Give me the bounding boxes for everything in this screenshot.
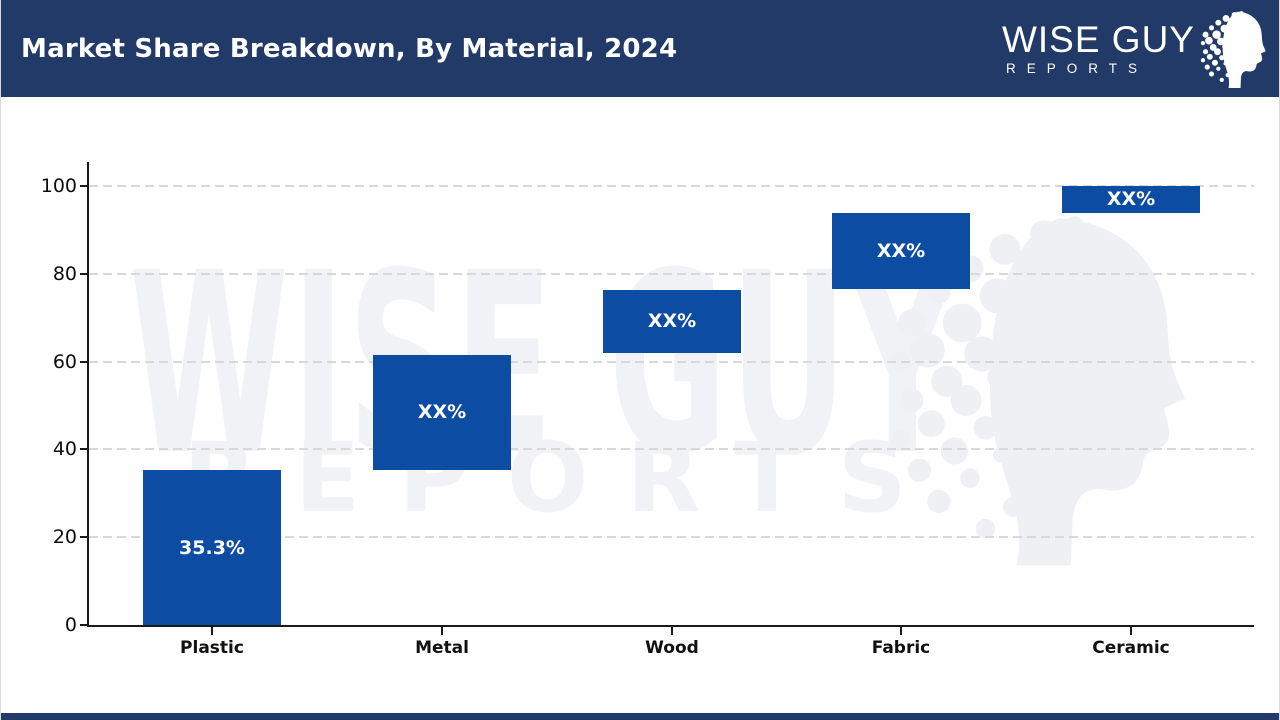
y-tick-mark (80, 536, 88, 539)
y-tick-mark (80, 185, 88, 187)
wiseguy-logo: WISE GUY REPORTS (1002, 9, 1267, 88)
y-axis-tick-label: 100 (40, 175, 77, 197)
bar-plastic: 35.3% (143, 470, 281, 625)
bar-value-label: XX% (876, 239, 926, 262)
bar-fabric: XX% (832, 212, 970, 290)
bar-metal: XX% (373, 354, 511, 470)
y-gridline (89, 536, 1254, 539)
header-bar: Market Share Breakdown, By Material, 202… (1, 0, 1279, 97)
y-tick-mark (80, 624, 88, 626)
bar-wood: XX% (603, 290, 741, 353)
y-tick-mark (80, 448, 88, 451)
x-category-label: Metal (415, 638, 469, 658)
x-tick-mark (441, 627, 443, 635)
logo-subtitle: REPORTS (1005, 61, 1148, 76)
x-axis-line (87, 625, 1254, 627)
y-gridline (89, 185, 1254, 187)
x-category-label: Ceramic (1092, 638, 1170, 658)
bar-ceramic: XX% (1062, 186, 1200, 213)
watermark-subtitle: REPORTS (183, 422, 945, 534)
watermark-wordmark: WISE GUY (129, 219, 958, 510)
bar-value-label: 35.3% (179, 536, 245, 559)
x-category-label: Wood (645, 638, 699, 658)
y-gridline (89, 272, 1254, 275)
y-axis-tick-label: 40 (52, 438, 77, 461)
y-axis-tick-label: 20 (52, 526, 77, 549)
y-axis-tick-label: 0 (64, 614, 77, 636)
bar-value-label: XX% (1106, 188, 1156, 211)
x-category-label: Fabric (871, 638, 931, 658)
x-tick-mark (671, 627, 673, 635)
bar-value-label: XX% (417, 401, 467, 424)
y-axis-line (87, 162, 89, 627)
x-category-label: Plastic (180, 638, 244, 658)
bar-value-label: XX% (647, 310, 697, 333)
x-tick-mark (900, 627, 902, 635)
y-axis-tick-label: 60 (52, 350, 77, 373)
y-tick-mark (80, 272, 88, 275)
logo-wordmark: WISE GUY (1001, 19, 1195, 60)
wiseguy-face-icon (1200, 11, 1266, 88)
wiseguy-logo-text: WISE GUY REPORTS (1002, 21, 1195, 76)
y-gridline (89, 448, 1254, 451)
x-tick-mark (1130, 627, 1132, 635)
y-tick-mark (80, 360, 88, 363)
x-tick-mark (211, 627, 213, 635)
footer-bar (1, 713, 1279, 720)
y-axis-tick-label: 80 (52, 262, 77, 285)
y-gridline (89, 360, 1254, 363)
page-title: Market Share Breakdown, By Material, 202… (21, 33, 678, 64)
